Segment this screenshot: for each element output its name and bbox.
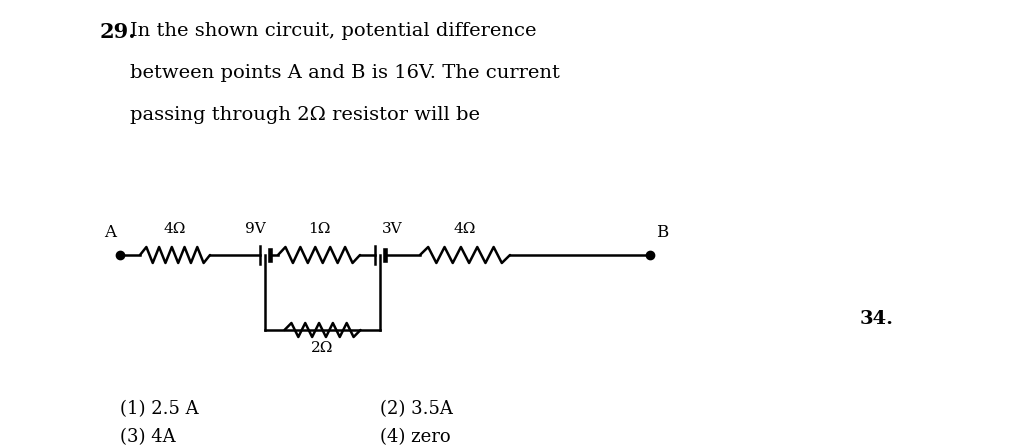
Text: 34.: 34. [860,310,894,328]
Text: 9V: 9V [245,222,265,236]
Text: 2Ω: 2Ω [311,341,334,355]
Text: (4) zero: (4) zero [380,428,451,446]
Text: 4Ω: 4Ω [164,222,186,236]
Text: between points A and B is 16V. The current: between points A and B is 16V. The curre… [130,64,560,82]
Text: A: A [104,224,116,241]
Text: (2) 3.5A: (2) 3.5A [380,400,453,418]
Text: In the shown circuit, potential difference: In the shown circuit, potential differen… [130,22,537,40]
Text: B: B [656,224,668,241]
Text: (3) 4A: (3) 4A [120,428,176,446]
Text: passing through 2Ω resistor will be: passing through 2Ω resistor will be [130,106,480,124]
Text: 29.: 29. [100,22,136,42]
Text: 3V: 3V [382,222,402,236]
Text: 1Ω: 1Ω [308,222,330,236]
Text: (1) 2.5 A: (1) 2.5 A [120,400,199,418]
Text: 4Ω: 4Ω [454,222,476,236]
